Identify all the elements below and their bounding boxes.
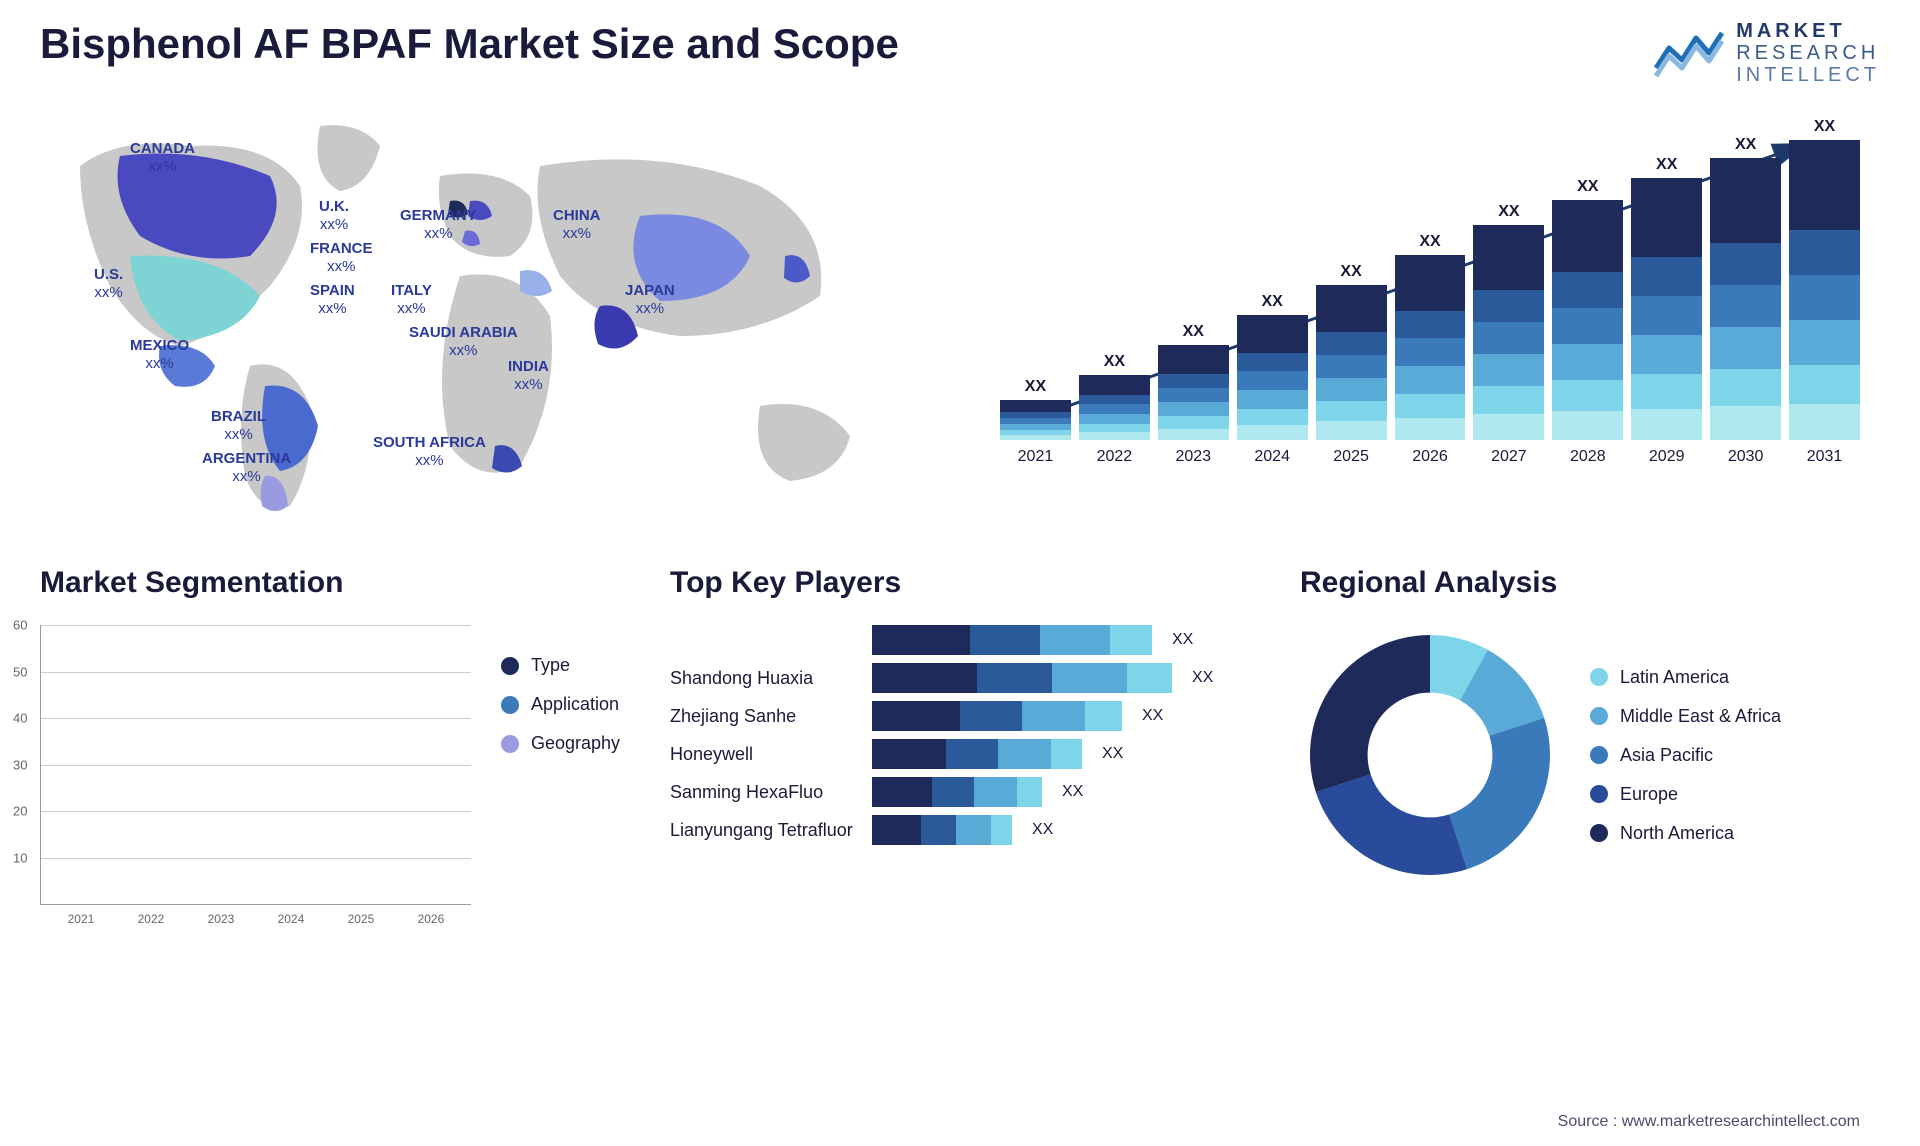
regional-donut <box>1300 625 1560 885</box>
growth-bar: XX2025 <box>1316 263 1387 466</box>
map-label: GERMANYxx% <box>400 207 477 243</box>
donut-slice <box>1316 774 1467 875</box>
map-label: FRANCExx% <box>310 240 373 276</box>
players-panel: Top Key Players XX Shandong HuaxiaXX Zheji… <box>670 566 1250 905</box>
player-row: Shandong HuaxiaXX <box>670 663 1250 693</box>
map-label: SPAINxx% <box>310 282 355 318</box>
players-chart: XX Shandong HuaxiaXX Zhejiang SanheXX Honey… <box>670 625 1250 845</box>
growth-bar: XX2030 <box>1710 136 1781 466</box>
growth-bar: XX2026 <box>1395 233 1466 466</box>
player-row: HoneywellXX <box>670 739 1250 769</box>
map-label: MEXICOxx% <box>130 337 189 373</box>
segmentation-panel: Market Segmentation 20212022202320242025… <box>40 566 620 905</box>
regional-panel: Regional Analysis Latin America Middle Ea… <box>1300 566 1880 905</box>
logo-text-3: INTELLECT <box>1736 64 1880 86</box>
growth-bar: XX2021 <box>1000 378 1071 466</box>
legend-item: Latin America <box>1590 667 1781 688</box>
map-label: INDIAxx% <box>508 358 549 394</box>
growth-bar: XX2029 <box>1631 156 1702 466</box>
source-attribution: Source : www.marketresearchintellect.com <box>1558 1113 1860 1131</box>
legend-item: Europe <box>1590 784 1781 805</box>
growth-bar: XX2024 <box>1237 293 1308 466</box>
map-label: SOUTH AFRICAxx% <box>373 434 486 470</box>
donut-slice <box>1449 718 1550 869</box>
growth-bar: XX2028 <box>1552 178 1623 466</box>
map-label: ITALYxx% <box>391 282 432 318</box>
brand-logo: MARKET RESEARCH INTELLECT <box>1654 20 1880 86</box>
map-label: U.K.xx% <box>319 198 349 234</box>
growth-bar-chart: XX2021XX2022XX2023XX2024XX2025XX2026XX20… <box>980 106 1880 526</box>
player-row: Zhejiang SanheXX <box>670 701 1250 731</box>
map-label: U.S.xx% <box>94 266 123 302</box>
regional-legend: Latin America Middle East & Africa Asia Pa… <box>1590 667 1781 844</box>
growth-bar: XX2022 <box>1079 353 1150 466</box>
growth-bar: XX2027 <box>1473 203 1544 466</box>
logo-icon <box>1654 28 1724 78</box>
world-map: CANADAxx% U.S.xx% MEXICOxx% BRAZILxx% ARGENT… <box>40 106 940 526</box>
map-label: JAPANxx% <box>625 282 675 318</box>
map-label: SAUDI ARABIAxx% <box>409 324 518 360</box>
legend-item: Type <box>501 655 620 676</box>
legend-item: Application <box>501 694 620 715</box>
legend-item: North America <box>1590 823 1781 844</box>
segmentation-chart: 202120222023202420252026 102030405060 <box>40 625 471 905</box>
map-label: CHINAxx% <box>553 207 601 243</box>
legend-item: Asia Pacific <box>1590 745 1781 766</box>
growth-bar: XX2031 <box>1789 118 1860 466</box>
growth-bar: XX2023 <box>1158 323 1229 466</box>
logo-text-1: MARKET <box>1736 20 1880 42</box>
legend-item: Middle East & Africa <box>1590 706 1781 727</box>
players-title: Top Key Players <box>670 566 1250 600</box>
donut-slice <box>1310 635 1430 792</box>
logo-text-2: RESEARCH <box>1736 42 1880 64</box>
map-label: BRAZILxx% <box>211 408 266 444</box>
player-row: XX <box>670 625 1250 655</box>
segmentation-title: Market Segmentation <box>40 566 620 600</box>
page-title: Bisphenol AF BPAF Market Size and Scope <box>40 20 899 68</box>
segmentation-legend: Type Application Geography <box>501 625 620 905</box>
map-label: CANADAxx% <box>130 140 195 176</box>
map-label: ARGENTINAxx% <box>202 450 291 486</box>
regional-title: Regional Analysis <box>1300 566 1880 600</box>
legend-item: Geography <box>501 733 620 754</box>
player-row: Lianyungang TetrafluorXX <box>670 815 1250 845</box>
player-row: Sanming HexaFluoXX <box>670 777 1250 807</box>
